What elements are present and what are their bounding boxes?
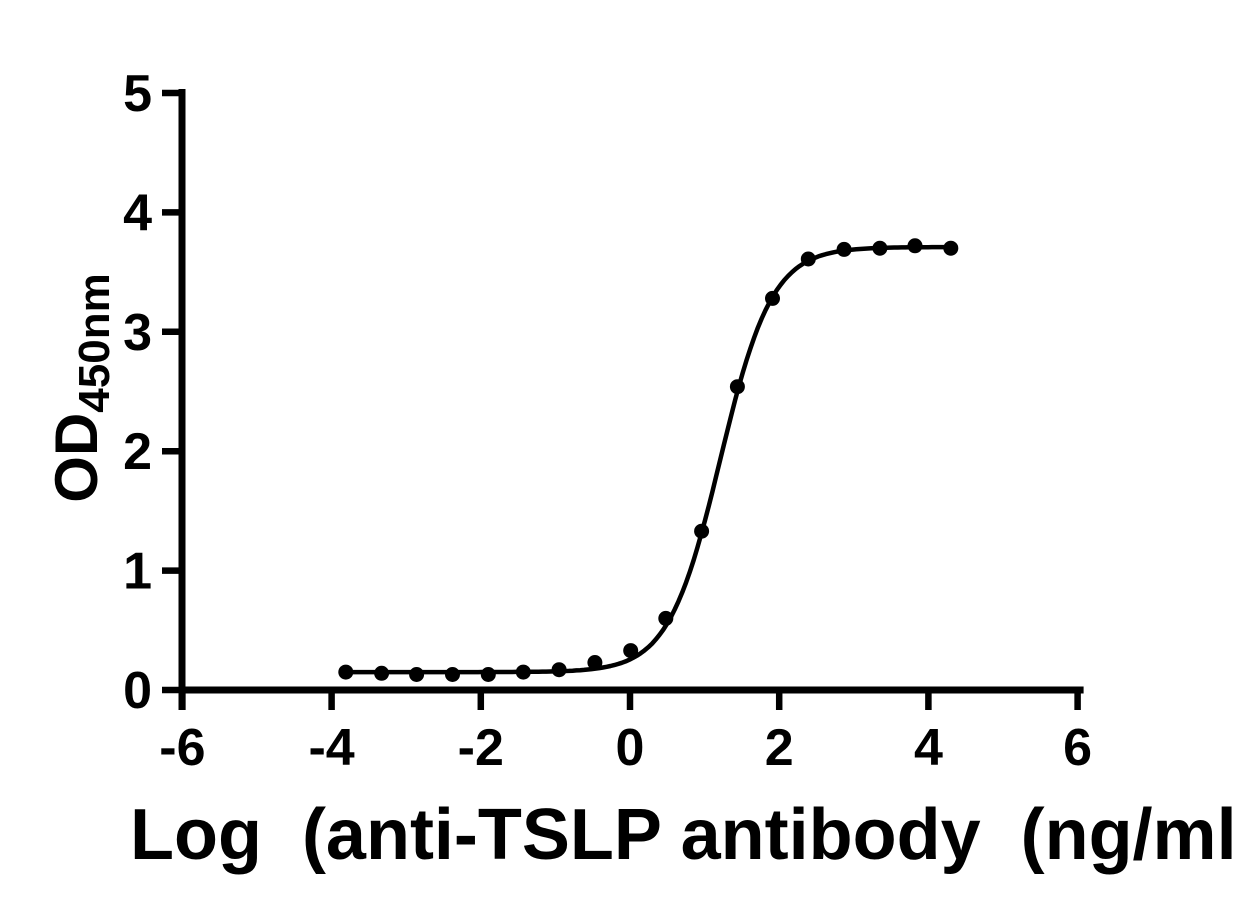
x-tick-label: -4 bbox=[308, 719, 354, 777]
data-point bbox=[409, 667, 425, 682]
data-point bbox=[836, 241, 852, 257]
data-point bbox=[729, 379, 745, 395]
x-tick-label: -2 bbox=[458, 719, 504, 777]
data-point bbox=[551, 662, 567, 678]
y-tick-label: 5 bbox=[123, 65, 152, 123]
y-tick-label: 2 bbox=[123, 423, 152, 481]
data-point bbox=[480, 667, 496, 682]
data-point bbox=[515, 664, 531, 680]
fit-curve bbox=[345, 244, 951, 675]
data-point bbox=[587, 655, 603, 670]
data-point bbox=[800, 251, 816, 267]
y-axis-title-subscript: 450nm bbox=[70, 273, 119, 413]
data-point bbox=[943, 240, 959, 256]
x-axis-title: Log (anti-TSLP antibody (ng/ml) ) bbox=[130, 795, 1235, 875]
y-axis-title: OD450nm bbox=[43, 273, 119, 502]
data-point bbox=[623, 643, 639, 659]
y-tick-label: 0 bbox=[123, 662, 152, 720]
y-tick-label: 1 bbox=[123, 543, 152, 601]
data-point bbox=[445, 667, 460, 682]
data-point bbox=[374, 665, 390, 681]
x-tick-label: -6 bbox=[159, 719, 205, 777]
data-point bbox=[658, 610, 674, 626]
data-point bbox=[907, 238, 923, 254]
data-point bbox=[765, 290, 780, 306]
data-point bbox=[338, 664, 354, 680]
x-tick-label: 4 bbox=[914, 719, 943, 777]
x-tick-label: 2 bbox=[765, 719, 794, 777]
y-tick-label: 3 bbox=[123, 304, 152, 362]
y-tick-label: 4 bbox=[123, 184, 152, 242]
data-point bbox=[694, 523, 710, 539]
x-tick-label: 0 bbox=[616, 719, 645, 777]
x-tick-label: 6 bbox=[1063, 719, 1092, 777]
y-axis-title-main: OD bbox=[43, 412, 110, 503]
data-point bbox=[872, 240, 888, 256]
